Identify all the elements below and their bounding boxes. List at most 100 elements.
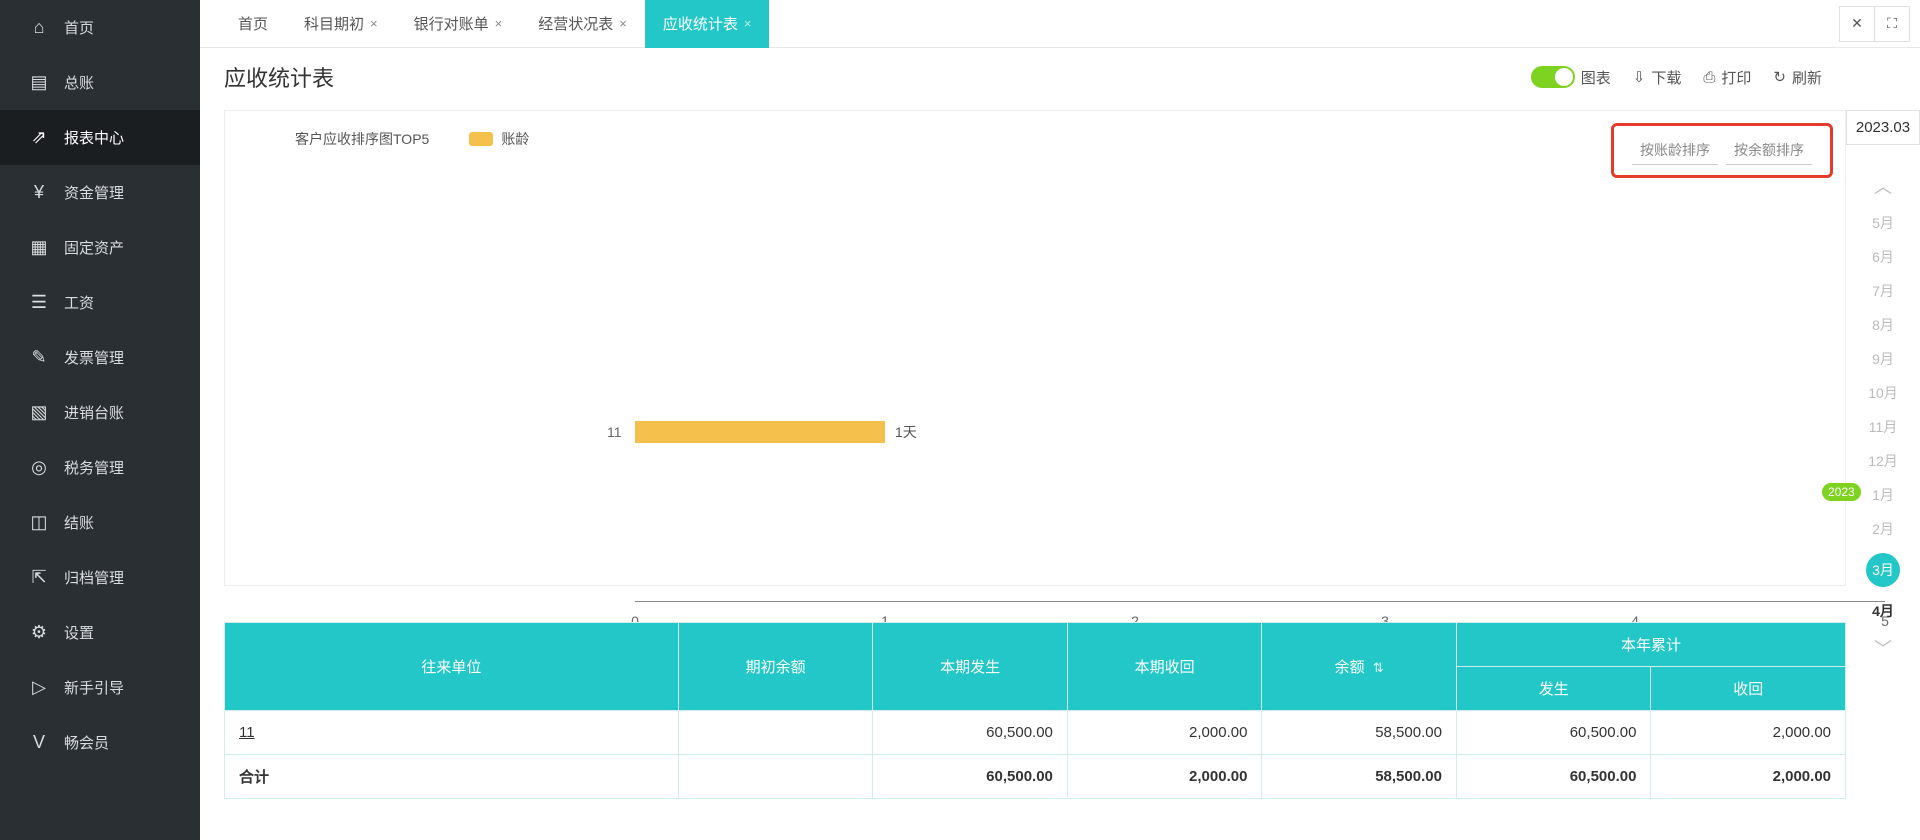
sidebar-item-label: 工资: [64, 292, 94, 313]
sidebar-item-4[interactable]: ▦固定资产: [0, 220, 200, 275]
sidebar-icon: ¥: [28, 182, 50, 203]
cell-ytd-occur: 60,500.00: [1456, 755, 1651, 799]
tab-3[interactable]: 经营状况表 ×: [520, 0, 645, 48]
cell-ytd-recover: 2,000.00: [1651, 711, 1846, 755]
sidebar-item-label: 结账: [64, 512, 94, 533]
chart-toggle[interactable]: 图表: [1531, 66, 1611, 88]
cell-opening: [678, 755, 873, 799]
tabbar-close-button[interactable]: ✕: [1839, 6, 1875, 42]
print-icon: ⎙: [1703, 69, 1715, 86]
sidebar-icon: ◎: [28, 457, 50, 478]
sidebar-item-7[interactable]: ▧进销台账: [0, 385, 200, 440]
unit-link[interactable]: 11: [239, 724, 255, 741]
month-10[interactable]: 3月: [1866, 553, 1900, 587]
col-balance[interactable]: 余额 ⇅: [1262, 623, 1457, 711]
col-recover[interactable]: 本期收回: [1067, 623, 1262, 711]
sidebar-item-8[interactable]: ◎税务管理: [0, 440, 200, 495]
tab-label: 银行对账单: [414, 13, 489, 34]
sidebar-item-5[interactable]: ☰ 工资: [0, 275, 200, 330]
sort-by-balance-tab[interactable]: 按余额排序: [1726, 136, 1812, 165]
sidebar-item-13[interactable]: V 畅会员: [0, 715, 200, 770]
cell-unit[interactable]: 11: [225, 711, 679, 755]
month-strip: 2023.03 ︿ 5月 6月 7月 8月 9月 10月 11月 12月 1月 2月 3月 4月 ﹀: [1846, 110, 1920, 667]
sort-desc-icon: ⇅: [1373, 660, 1384, 675]
sidebar-icon: V: [28, 732, 50, 753]
month-3[interactable]: 8月: [1846, 315, 1920, 335]
sidebar-item-12[interactable]: ▷ 新手引导: [0, 660, 200, 715]
month-8[interactable]: 1月: [1846, 485, 1920, 505]
sidebar-item-label: 发票管理: [64, 347, 124, 368]
month-up-icon[interactable]: ︿: [1846, 173, 1920, 199]
tab-0[interactable]: 首页: [220, 0, 286, 48]
col-ytd-recover[interactable]: 收回: [1651, 667, 1846, 711]
col-occur[interactable]: 本期发生: [873, 623, 1068, 711]
close-icon[interactable]: ×: [619, 16, 627, 31]
legend-swatch: [469, 132, 493, 146]
close-icon[interactable]: ×: [370, 16, 378, 31]
cell-occur: 60,500.00: [873, 711, 1068, 755]
toggle-icon: [1531, 66, 1575, 88]
sidebar-item-9[interactable]: ◫ 结账: [0, 495, 200, 550]
month-2[interactable]: 7月: [1846, 281, 1920, 301]
sidebar-item-10[interactable]: ⇱ 归档管理: [0, 550, 200, 605]
sort-by-age-tab[interactable]: 按账龄排序: [1632, 136, 1718, 165]
sidebar-item-label: 畅会员: [64, 732, 109, 753]
sidebar-item-label: 归档管理: [64, 567, 124, 588]
cell-ytd-recover: 2,000.00: [1651, 755, 1846, 799]
chart-bar[interactable]: [635, 421, 885, 443]
tab-label: 科目期初: [304, 13, 364, 34]
month-11[interactable]: 4月: [1846, 601, 1920, 621]
month-1[interactable]: 6月: [1846, 247, 1920, 267]
tab-1[interactable]: 科目期初 ×: [286, 0, 396, 48]
sidebar-item-label: 设置: [64, 622, 94, 643]
sidebar-icon: ☰: [28, 292, 50, 313]
cell-balance: 58,500.00: [1262, 711, 1457, 755]
close-icon[interactable]: ×: [744, 16, 752, 31]
sidebar-item-0[interactable]: ⌂首页: [0, 0, 200, 55]
sidebar-item-3[interactable]: ¥资金管理: [0, 165, 200, 220]
download-icon: ⇩: [1633, 68, 1646, 86]
col-ytd-group: 本年累计: [1456, 623, 1845, 667]
col-unit[interactable]: 往来单位: [225, 623, 679, 711]
sidebar-icon: ◫: [28, 512, 50, 533]
sidebar-item-label: 新手引导: [64, 677, 124, 698]
cell-balance: 58,500.00: [1262, 755, 1457, 799]
month-0[interactable]: 5月: [1846, 213, 1920, 233]
sidebar-item-2[interactable]: ⇗报表中心: [0, 110, 200, 165]
refresh-button[interactable]: ↻ 刷新: [1773, 67, 1822, 88]
month-7[interactable]: 12月: [1846, 451, 1920, 471]
sidebar-icon: ⚙: [28, 622, 50, 643]
y-tick: 11: [607, 424, 622, 440]
sidebar-item-label: 固定资产: [64, 237, 124, 258]
cell-ytd-occur: 60,500.00: [1456, 711, 1651, 755]
cell-opening: [678, 711, 873, 755]
sidebar: ⌂首页▤总账⇗报表中心¥资金管理▦固定资产☰工资✎发票管理▧进销台账◎税务管理◫…: [0, 0, 200, 840]
month-6[interactable]: 11月: [1846, 417, 1920, 437]
download-button[interactable]: ⇩ 下载: [1633, 67, 1682, 88]
sidebar-icon: ▤: [28, 72, 50, 93]
tab-label: 经营状况表: [538, 13, 613, 34]
tabbar-expand-button[interactable]: ⛶: [1874, 6, 1910, 42]
sidebar-item-11[interactable]: ⚙ 设置: [0, 605, 200, 660]
sidebar-item-6[interactable]: ✎ 发票管理: [0, 330, 200, 385]
close-icon[interactable]: ×: [495, 16, 503, 31]
tab-4[interactable]: 应收统计表×: [645, 0, 770, 48]
cell-recover: 2,000.00: [1067, 711, 1262, 755]
sidebar-icon: ✎: [28, 347, 50, 368]
period-label[interactable]: 2023.03: [1846, 110, 1920, 145]
month-4[interactable]: 9月: [1846, 349, 1920, 369]
month-5[interactable]: 10月: [1846, 383, 1920, 403]
sidebar-item-label: 进销台账: [64, 402, 124, 423]
month-down-icon[interactable]: ﹀: [1846, 635, 1920, 661]
sidebar-item-label: 首页: [64, 17, 94, 38]
sidebar-icon: ⇱: [28, 567, 50, 588]
table-total-row: 合计60,500.002,000.0058,500.0060,500.002,0…: [225, 755, 1846, 799]
month-9[interactable]: 2月: [1846, 519, 1920, 539]
tab-2[interactable]: 银行对账单 ×: [396, 0, 521, 48]
print-button[interactable]: ⎙ 打印: [1703, 67, 1751, 88]
col-opening[interactable]: 期初余额: [678, 623, 873, 711]
col-ytd-occur[interactable]: 发生: [1456, 667, 1651, 711]
page-header: 应收统计表 图表 ⇩ 下载 ⎙ 打印 ↻ 刷新: [200, 48, 1846, 106]
sidebar-icon: ▷: [28, 677, 50, 698]
sidebar-item-1[interactable]: ▤总账: [0, 55, 200, 110]
